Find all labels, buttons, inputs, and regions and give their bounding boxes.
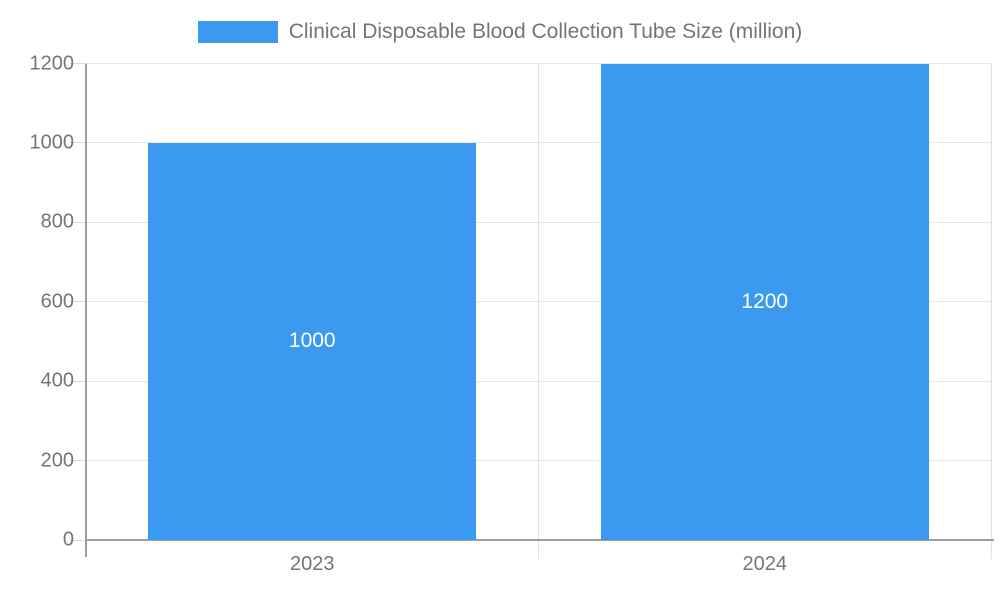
- x-axis-line: [85, 539, 994, 541]
- y-axis-tick: [70, 221, 86, 223]
- y-tick-label: 800: [40, 210, 74, 233]
- legend-item[interactable]: Clinical Disposable Blood Collection Tub…: [197, 20, 803, 44]
- y-axis-line: [85, 63, 87, 557]
- legend: Clinical Disposable Blood Collection Tub…: [0, 20, 1000, 44]
- category-boundary-gridline: [538, 63, 539, 559]
- x-tick-label: 2024: [742, 553, 788, 575]
- bar[interactable]: [148, 142, 477, 540]
- y-axis-tick: [70, 460, 86, 462]
- x-tick-label: 2023: [290, 553, 335, 575]
- y-tick-label: 200: [40, 449, 74, 472]
- y-tick-label: 400: [40, 369, 74, 392]
- y-tick-label: 0: [62, 528, 74, 551]
- y-axis-tick: [70, 539, 86, 541]
- y-axis-tick: [70, 63, 86, 64]
- y-axis-tick: [70, 142, 86, 144]
- category-boundary-gridline: [990, 63, 992, 559]
- y-axis-tick: [70, 380, 86, 382]
- legend-label: Clinical Disposable Blood Collection Tub…: [288, 20, 803, 43]
- bar-value-label: 1000: [288, 329, 336, 353]
- y-tick-label: 1200: [29, 52, 75, 74]
- legend-swatch-icon: [197, 21, 278, 43]
- y-tick-label: 600: [40, 290, 74, 313]
- bar-value-label: 1200: [741, 289, 789, 313]
- y-tick-label: 1000: [29, 131, 75, 154]
- y-axis-tick: [70, 301, 86, 303]
- bar[interactable]: [600, 63, 929, 540]
